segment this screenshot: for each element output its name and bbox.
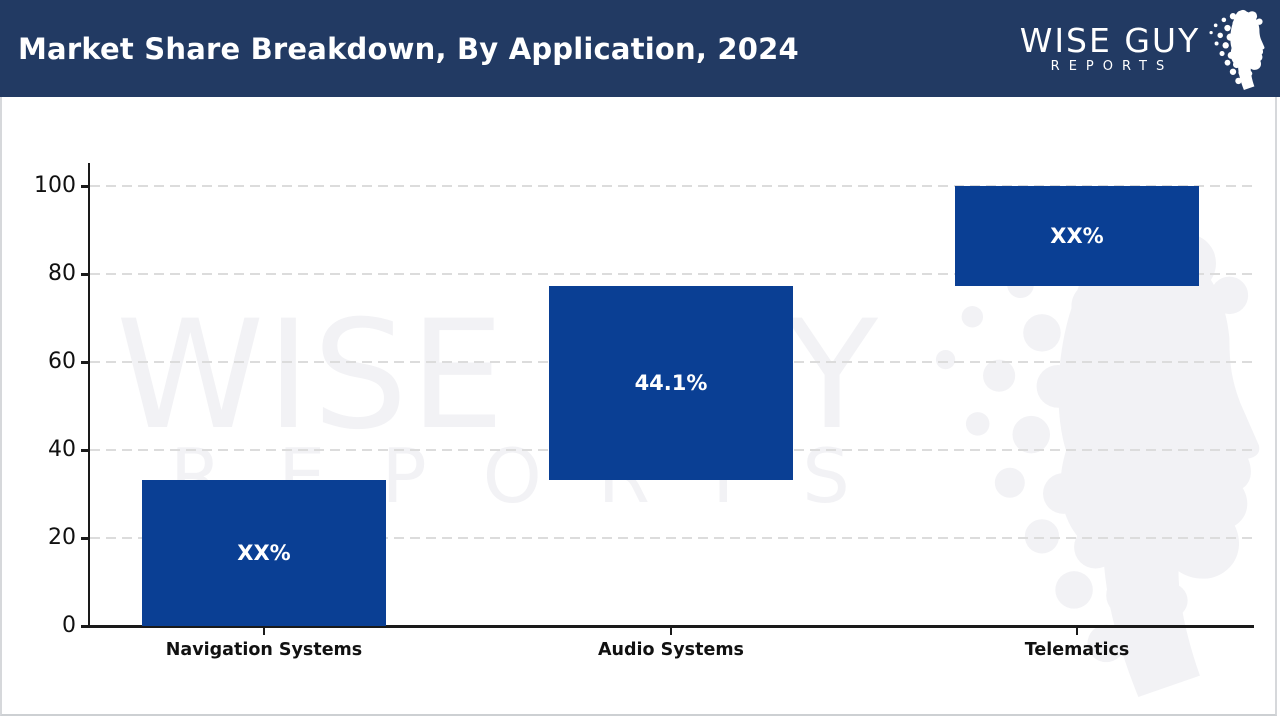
bar-0: [142, 479, 386, 626]
x-tick-2: [1076, 628, 1078, 635]
bar-value-label-1: 44.1%: [634, 370, 708, 395]
y-axis-line: [88, 163, 90, 627]
brand-name: WISE GUY: [1019, 20, 1201, 60]
gridline-y-20: [90, 537, 1254, 539]
brand-logo: WISE GUY REPORTS: [1020, 7, 1266, 91]
gridline-y-80: [90, 273, 1254, 275]
x-tick-label-2: Telematics: [1024, 640, 1130, 660]
y-tick-label-0: 0: [62, 613, 76, 638]
brand-logo-text: WISE GUY REPORTS: [1019, 20, 1201, 75]
y-tick-label-60: 60: [48, 349, 76, 374]
y-tick-60: [81, 361, 88, 364]
y-tick-100: [81, 185, 88, 188]
brand-face-icon: [1209, 9, 1265, 90]
y-tick-80: [81, 273, 88, 276]
y-tick-label-100: 100: [34, 173, 76, 198]
x-tick-0: [263, 628, 265, 635]
chart-title: Market Share Breakdown, By Application, …: [18, 31, 799, 66]
bar-value-label-2: XX%: [1050, 223, 1104, 248]
x-tick-1: [670, 628, 672, 635]
y-tick-label-40: 40: [48, 437, 76, 462]
y-tick-20: [81, 537, 88, 540]
bar-2: [955, 186, 1199, 286]
header-bar: Market Share Breakdown, By Application, …: [0, 0, 1280, 97]
gridline-y-100: [90, 185, 1254, 187]
x-axis-line: [88, 625, 1254, 628]
bar-value-label-0: XX%: [237, 540, 291, 565]
y-tick-label-80: 80: [48, 261, 76, 286]
brand-tagline: REPORTS: [1050, 59, 1174, 75]
bar-1: [549, 285, 793, 480]
y-tick-40: [81, 449, 88, 452]
x-tick-label-1: Audio Systems: [598, 640, 744, 660]
y-tick-0: [81, 625, 88, 628]
x-tick-label-0: Navigation Systems: [165, 640, 363, 660]
y-tick-label-20: 20: [48, 525, 76, 550]
